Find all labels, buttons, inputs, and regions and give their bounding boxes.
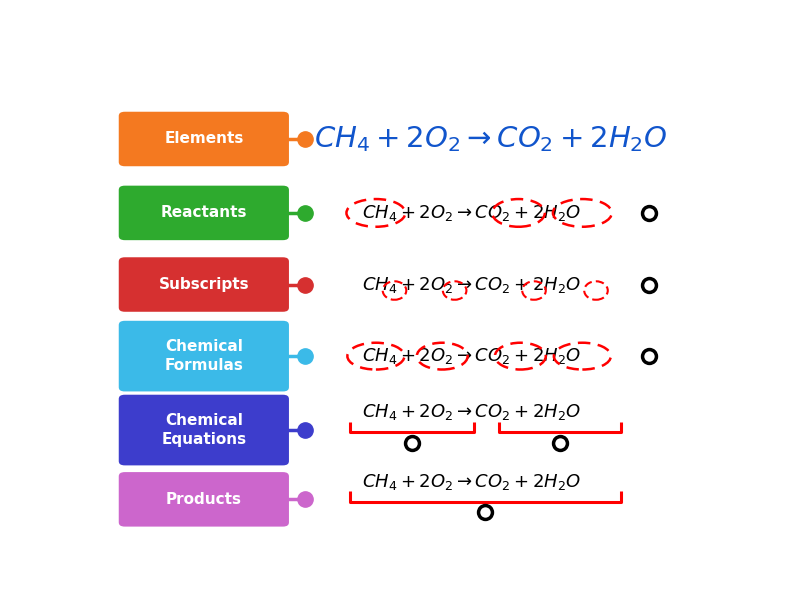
Text: Chemical
Equations: Chemical Equations bbox=[162, 413, 246, 447]
Text: Elements: Elements bbox=[164, 131, 243, 146]
FancyBboxPatch shape bbox=[118, 184, 290, 242]
Text: $\mathit{CH_4 + 2O_2 \rightarrow CO_2 + 2H_2O}$: $\mathit{CH_4 + 2O_2 \rightarrow CO_2 + … bbox=[362, 275, 582, 295]
FancyBboxPatch shape bbox=[118, 110, 290, 167]
Text: Products: Products bbox=[166, 492, 242, 507]
Text: $\mathit{CH_4 + 2O_2 \rightarrow CO_2 + 2H_2O}$: $\mathit{CH_4 + 2O_2 \rightarrow CO_2 + … bbox=[362, 203, 582, 223]
Text: $\mathit{CH_4 + 2O_2 \rightarrow CO_2 + 2H_2O}$: $\mathit{CH_4 + 2O_2 \rightarrow CO_2 + … bbox=[362, 403, 582, 422]
FancyBboxPatch shape bbox=[118, 319, 290, 393]
Text: Subscripts: Subscripts bbox=[158, 277, 249, 292]
Text: Reactants: Reactants bbox=[161, 205, 247, 220]
Text: $\mathit{CH_4 + 2O_2 \rightarrow CO_2 + 2H_2O}$: $\mathit{CH_4 + 2O_2 \rightarrow CO_2 + … bbox=[362, 472, 582, 492]
Text: $\mathit{CH_4 + 2O_2 \rightarrow CO_2 + 2H_2O}$: $\mathit{CH_4 + 2O_2 \rightarrow CO_2 + … bbox=[362, 346, 582, 366]
Text: $\mathit{CH_4 + 2O_2 \rightarrow CO_2 + 2H_2O}$: $\mathit{CH_4 + 2O_2 \rightarrow CO_2 + … bbox=[314, 124, 667, 154]
FancyBboxPatch shape bbox=[118, 256, 290, 313]
FancyBboxPatch shape bbox=[118, 394, 290, 467]
FancyBboxPatch shape bbox=[118, 471, 290, 528]
Text: Chemical
Formulas: Chemical Formulas bbox=[165, 340, 243, 373]
